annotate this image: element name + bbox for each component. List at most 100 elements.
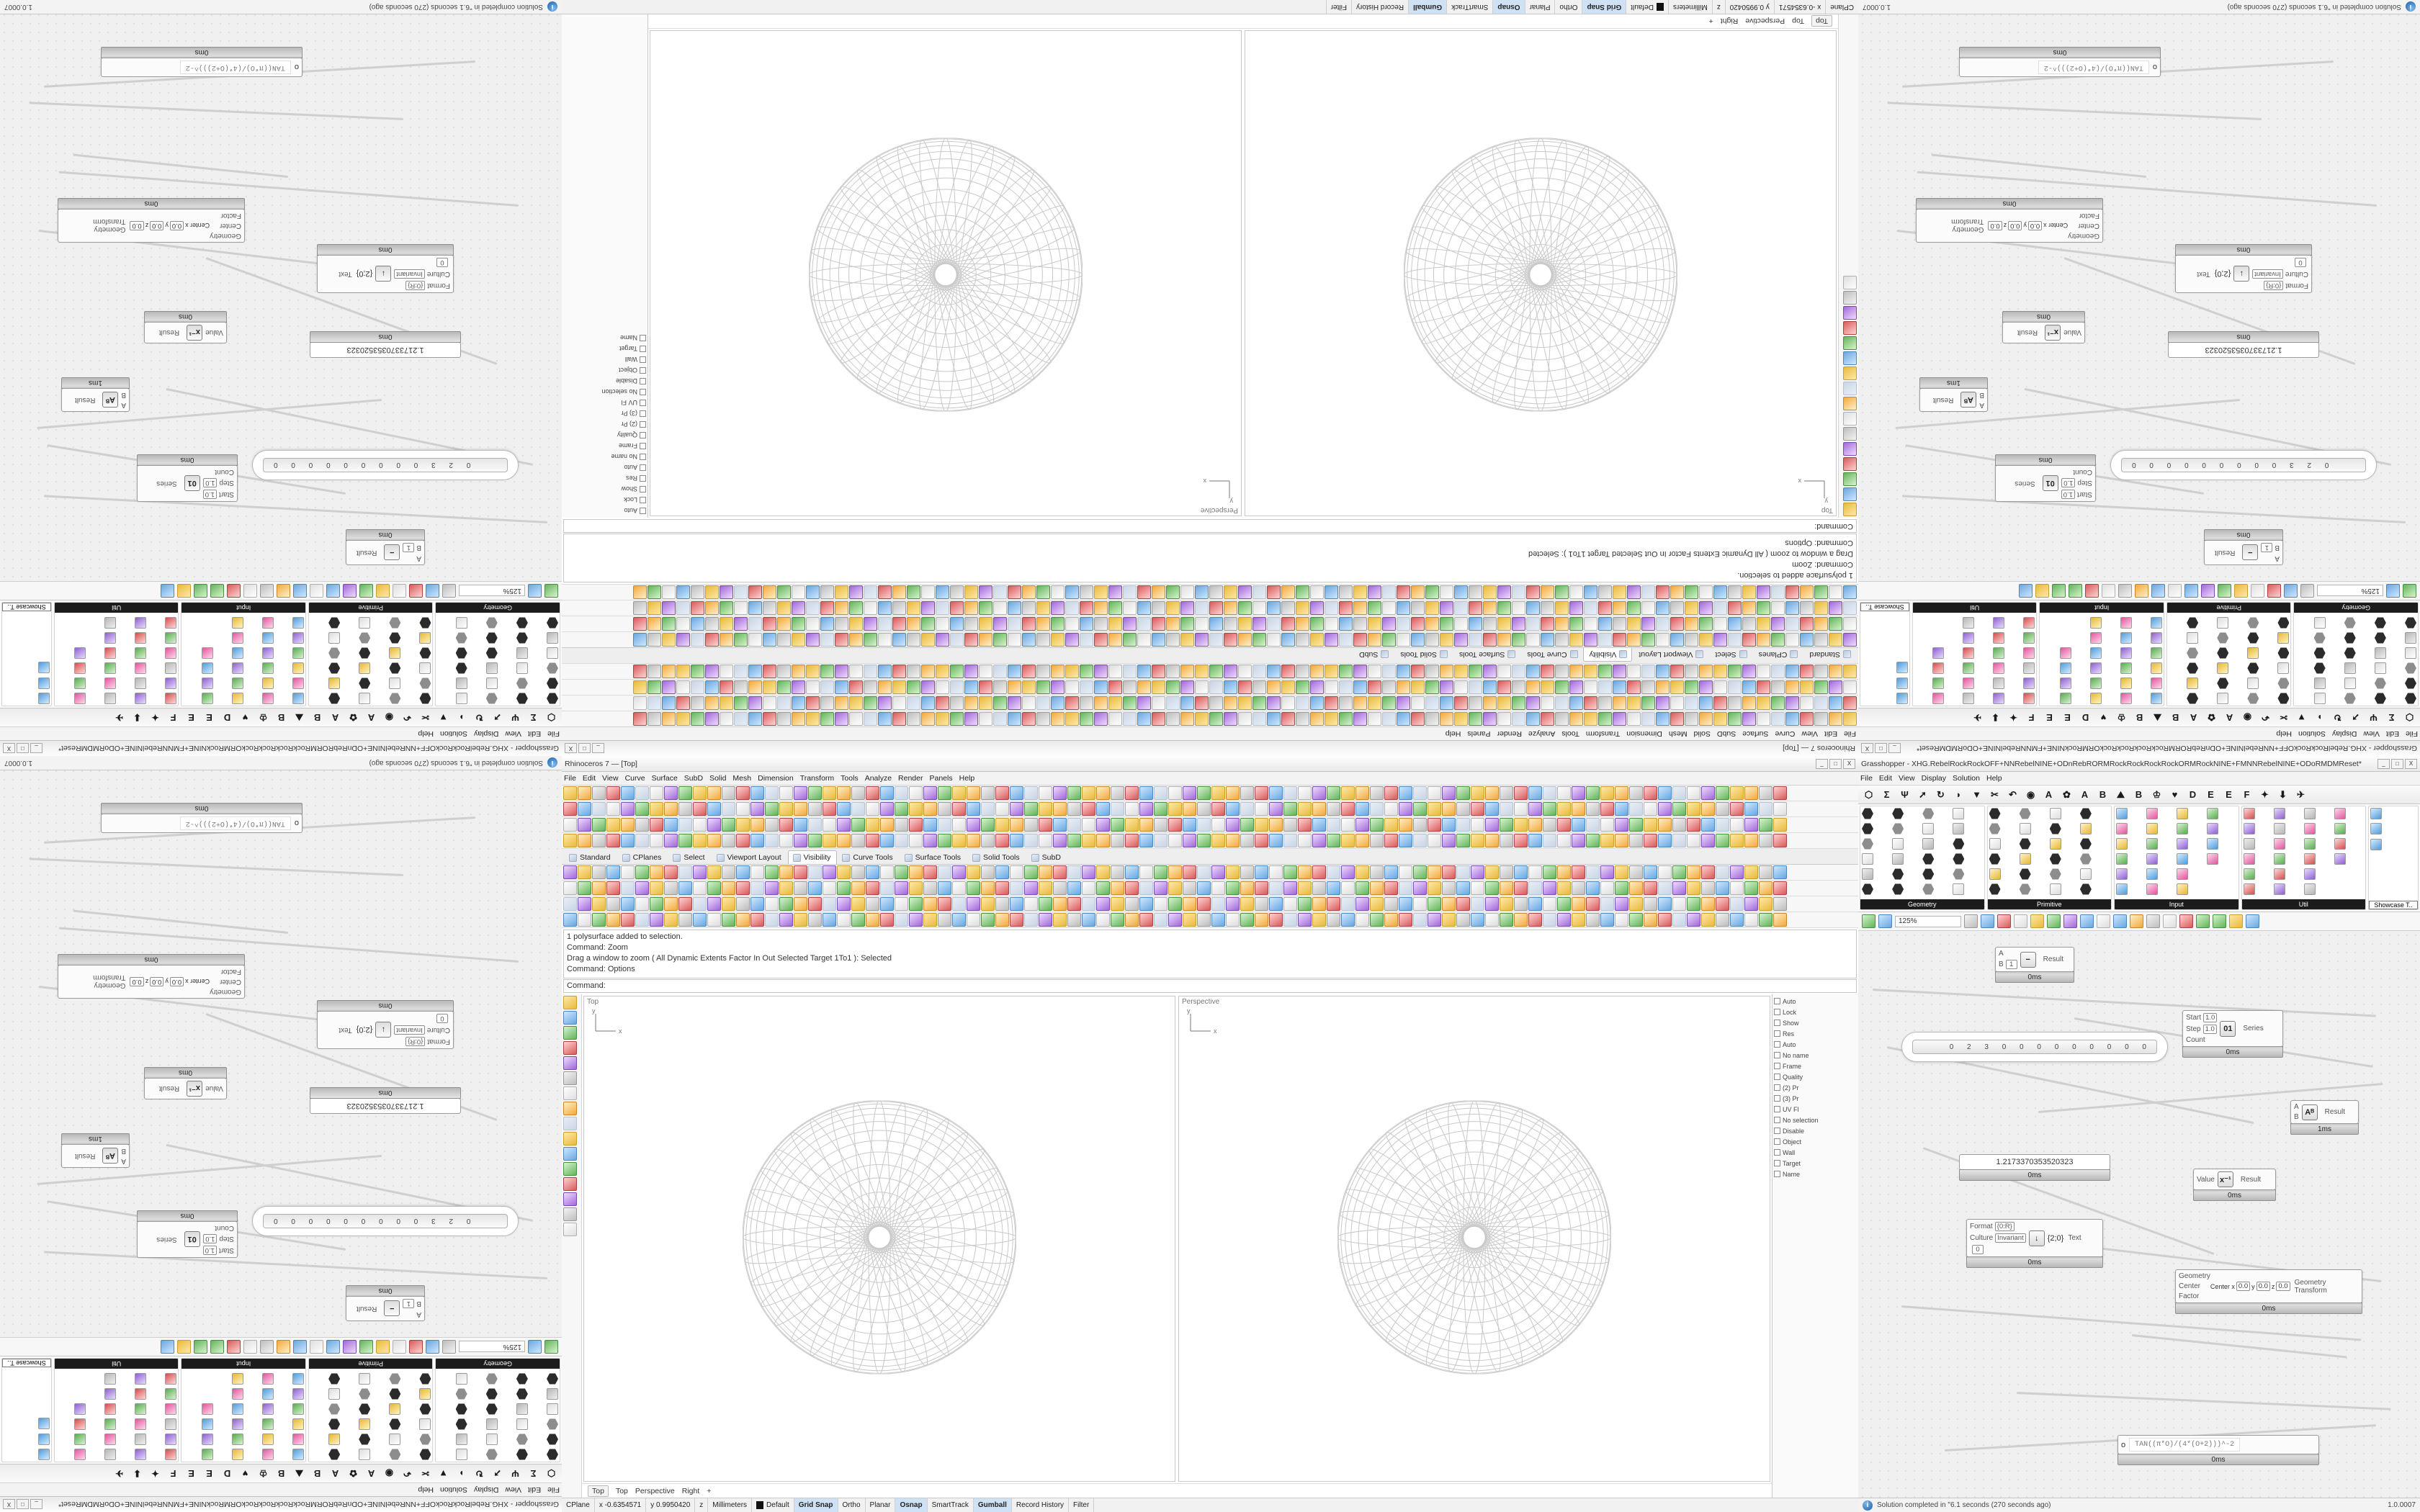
toolbar-icon[interactable] xyxy=(1644,818,1657,832)
viewport-tool-icon[interactable] xyxy=(563,1011,577,1025)
gh-slider-track[interactable]: 0 2 3 0 0 0 0 0 0 0 0 0 xyxy=(263,458,508,472)
toolbar-icon[interactable] xyxy=(1355,897,1369,911)
toolbar-icon[interactable] xyxy=(1183,897,1196,911)
toolbar-icon[interactable] xyxy=(750,897,764,911)
toolbar-icon[interactable] xyxy=(792,696,805,710)
toolbar-icon[interactable] xyxy=(1065,680,1079,694)
toolbar-icon[interactable] xyxy=(1512,680,1525,694)
toolbar-icon[interactable] xyxy=(748,585,762,599)
toolbar-icon[interactable] xyxy=(950,617,964,631)
search-icon[interactable] xyxy=(2151,584,2165,598)
gh-tab-sets[interactable]: Ψ xyxy=(1901,789,1909,800)
toolbar-icon[interactable] xyxy=(750,865,764,879)
toolbar-icon[interactable] xyxy=(1152,601,1165,615)
gh-tab-grevasse[interactable]: ✦ xyxy=(2009,712,2017,724)
gh-component-button[interactable] xyxy=(1892,808,1904,819)
status-y[interactable]: y 0.9950420 xyxy=(646,1498,696,1512)
toolbar-icon[interactable] xyxy=(1613,665,1626,678)
tab-viewport-layout[interactable]: Viewport Layout xyxy=(1632,648,1708,662)
gh-component-button[interactable] xyxy=(1953,883,1965,895)
toolbar-icon[interactable] xyxy=(1327,865,1340,879)
toolbar-icon[interactable] xyxy=(1252,696,1266,710)
toolbar-icon[interactable] xyxy=(578,834,591,847)
gh-tab-heteroptera[interactable]: ✈ xyxy=(1973,712,1981,724)
property-checkbox[interactable] xyxy=(1774,1138,1780,1145)
toolbar-icon[interactable] xyxy=(895,881,908,895)
gh-component-button[interactable] xyxy=(328,1403,340,1415)
toolbar-icon[interactable] xyxy=(1497,712,1511,726)
toolbar-icon[interactable] xyxy=(1586,897,1600,911)
toolbar-icon[interactable] xyxy=(1742,712,1756,726)
toolbar-icon[interactable] xyxy=(1137,601,1151,615)
teal-icon[interactable] xyxy=(210,1340,224,1354)
gh-tab-curve[interactable]: ↻ xyxy=(475,712,483,724)
toolbar-icon[interactable] xyxy=(1325,712,1338,726)
gh-component-button[interactable] xyxy=(547,693,558,704)
gh-component-button[interactable] xyxy=(359,1403,370,1415)
toolbar-icon[interactable] xyxy=(1843,712,1857,726)
toolbar-icon[interactable] xyxy=(1197,897,1211,911)
toolbar-icon[interactable] xyxy=(1814,696,1828,710)
toolbar-icon[interactable] xyxy=(1269,897,1283,911)
toolbar-icon[interactable] xyxy=(993,680,1007,694)
toolbar-icon[interactable] xyxy=(1615,881,1628,895)
gh-component-button[interactable] xyxy=(1862,853,1873,865)
toolbar-icon[interactable] xyxy=(1413,818,1427,832)
gh-group-primitive[interactable]: Primitive xyxy=(308,602,434,706)
toolbar-icon[interactable] xyxy=(808,913,822,927)
toolbar-icon[interactable] xyxy=(823,897,836,911)
toolbar-icon[interactable] xyxy=(1658,897,1672,911)
toolbar-icon[interactable] xyxy=(1685,680,1698,694)
toolbar-icon[interactable] xyxy=(1526,696,1540,710)
toolbar-icon[interactable] xyxy=(1022,585,1036,599)
gh-component-power[interactable]: A B Aᴮ Result 1ms xyxy=(61,377,130,412)
gh-component-button[interactable] xyxy=(261,1449,274,1460)
gh-menu-solution[interactable]: Solution xyxy=(2298,729,2326,738)
gh-component-body[interactable]: Format {0:R} Culture Invariant 0 ↓ {2;0} Text xyxy=(317,1011,454,1049)
toolbar-icon[interactable] xyxy=(1454,665,1468,678)
toolbar-icon[interactable] xyxy=(1644,897,1657,911)
gh-component-button[interactable] xyxy=(261,662,274,674)
blue-icon[interactable] xyxy=(161,1340,174,1354)
toolbar-icon[interactable] xyxy=(1555,617,1569,631)
open-icon[interactable] xyxy=(1862,914,1876,928)
toolbar-icon[interactable] xyxy=(1312,802,1326,816)
gh-group-geometry[interactable]: Geometry xyxy=(435,602,560,706)
gh-component-button[interactable] xyxy=(2151,693,2162,704)
toolbar-icon[interactable] xyxy=(907,633,920,647)
toolbar-icon[interactable] xyxy=(1670,665,1684,678)
rhino-toolbar-sub-3[interactable] xyxy=(562,896,1858,912)
gh-component-button[interactable] xyxy=(1989,823,2001,834)
rhino-toolbar-row-4[interactable] xyxy=(562,663,1858,679)
gh-tab-weaverbird[interactable]: ✿ xyxy=(349,712,357,724)
toolbar-icon[interactable] xyxy=(1310,680,1324,694)
toolbar-icon[interactable] xyxy=(693,802,707,816)
toolbar-icon[interactable] xyxy=(707,913,721,927)
toolbar-icon[interactable] xyxy=(1500,802,1513,816)
toolbar-icon[interactable] xyxy=(1572,834,1585,847)
gh-window-buttons[interactable]: _ □ X xyxy=(3,1499,42,1510)
toolbar-icon[interactable] xyxy=(837,865,851,879)
gh-component-button[interactable] xyxy=(261,693,274,704)
gh-component-button[interactable] xyxy=(2277,662,2290,674)
toolbar-icon[interactable] xyxy=(1152,696,1165,710)
toolbar-icon[interactable] xyxy=(1269,802,1283,816)
toolbar-icon[interactable] xyxy=(1555,585,1569,599)
gh-component-button[interactable] xyxy=(547,1388,558,1400)
toolbar-icon[interactable] xyxy=(748,617,762,631)
toolbar-icon[interactable] xyxy=(1613,696,1626,710)
gh-component-body[interactable]: Value x⁻¹ Result xyxy=(2193,1169,2276,1190)
toolbar-icon[interactable] xyxy=(1039,913,1052,927)
toolbar-icon[interactable] xyxy=(1183,834,1196,847)
toolbar-icon[interactable] xyxy=(964,680,978,694)
toolbar-icon[interactable] xyxy=(1382,633,1396,647)
ghosted-icon[interactable] xyxy=(2163,914,2177,928)
toolbar-icon[interactable] xyxy=(1785,601,1799,615)
toolbar-icon[interactable] xyxy=(1108,585,1122,599)
toolbar-icon[interactable] xyxy=(1829,696,1842,710)
gh-component-button[interactable] xyxy=(1963,693,1975,704)
toolbar-icon[interactable] xyxy=(1094,712,1108,726)
toolbar-icon[interactable] xyxy=(950,712,964,726)
toolbar-icon[interactable] xyxy=(1800,617,1814,631)
toolbar-icon[interactable] xyxy=(1744,802,1758,816)
